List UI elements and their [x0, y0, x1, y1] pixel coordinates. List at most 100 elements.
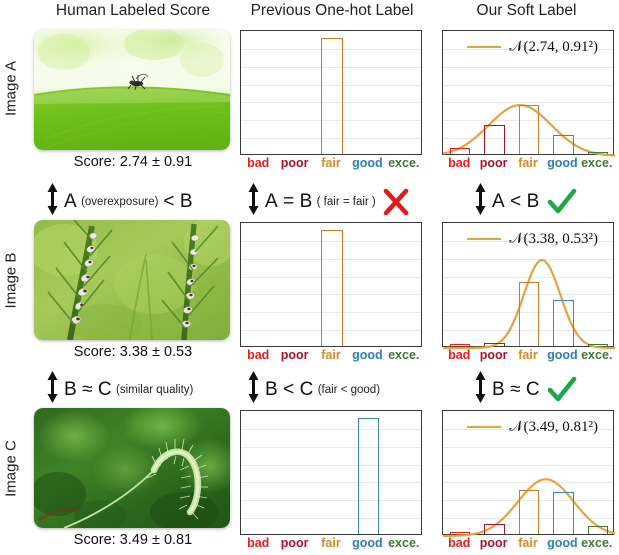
comparison-right-operand: C: [525, 378, 541, 400]
tick-label-bad: bad: [247, 348, 270, 362]
photo-image-c-graphic: [34, 408, 230, 528]
gridline: [443, 446, 613, 448]
tick-label-bad: bad: [448, 536, 471, 550]
gaussian-curve: [442, 478, 616, 538]
bar-good: [357, 418, 380, 534]
gridline: [241, 102, 421, 104]
comparison-note: ( fair = fair ): [316, 195, 376, 208]
bar-fair: [321, 38, 343, 154]
gridline: [443, 428, 613, 430]
bar-exce: [587, 344, 608, 346]
comparison-left-operand: B: [492, 378, 506, 400]
comparison-note: (similar quality): [116, 383, 194, 396]
photo-image-b: [34, 220, 230, 340]
tick-label-exce: exce.: [388, 536, 420, 550]
bar-fair: [321, 230, 343, 346]
gridline: [241, 66, 421, 68]
tick-label-fair: fair: [518, 156, 538, 170]
column-header-our-soft-label: Our Soft Label: [476, 2, 577, 19]
gridline: [241, 428, 421, 430]
comparison-soft-b-c: B ≈ C: [474, 370, 577, 409]
bar-fair: [518, 490, 540, 534]
plot-area: [241, 411, 421, 534]
plot-area: [442, 411, 616, 538]
gridline: [443, 138, 613, 140]
tick-label-good: good: [352, 348, 383, 362]
tick-label-bad: bad: [448, 348, 471, 362]
bar-bad: [450, 344, 471, 346]
comparison-left-operand: A: [492, 190, 506, 212]
tick-label-fair: fair: [321, 156, 341, 170]
score-image-c: Score: 3.49 ± 0.81: [73, 532, 193, 548]
comparison-right-operand: B: [179, 190, 193, 212]
plot-area: [443, 223, 616, 350]
legend: 𝒩(2.74, 0.91²): [467, 38, 598, 56]
bar-good: [553, 134, 574, 154]
gridline: [443, 518, 613, 520]
tick-label-good: good: [547, 156, 578, 170]
gridline: [241, 84, 421, 86]
check-icon: [547, 375, 577, 405]
double-arrow-icon: [46, 182, 59, 221]
comparison-relation: <: [163, 190, 175, 212]
chart-onehot-image-c: [240, 410, 422, 535]
gridline: [443, 294, 613, 296]
column-header-human-labeled-score: Human Labeled Score: [55, 2, 211, 19]
bar-bad: [450, 147, 471, 154]
tick-label-poor: poor: [280, 156, 309, 170]
tick-label-bad: bad: [247, 156, 270, 170]
comparison-human-b-c: B ≈ C (similar quality): [46, 370, 193, 409]
double-arrow-icon: [46, 370, 59, 409]
legend: 𝒩(3.38, 0.53²): [467, 230, 598, 248]
legend-line-swatch: [467, 45, 502, 49]
score-image-a: Score: 2.74 ± 0.91: [73, 154, 193, 170]
tick-label-exce: exce.: [388, 348, 420, 362]
tick-label-fair: fair: [321, 348, 341, 362]
photo-image-a: [34, 30, 230, 150]
row-label-image-a: Image A: [2, 60, 20, 117]
legend-label: 𝒩(3.38, 0.53²): [509, 230, 598, 247]
chart-soft-image-a: 𝒩(2.74, 0.91²): [442, 30, 616, 157]
tick-label-bad: bad: [247, 536, 270, 550]
comparison-human-a-b: A (overexposure) < B: [46, 182, 193, 221]
chart-onehot-image-b: [240, 222, 422, 347]
tick-label-poor: poor: [479, 536, 508, 550]
gridline: [241, 446, 421, 448]
bar-good: [553, 491, 574, 534]
bar-poor: [484, 524, 505, 534]
gaussian-curve: [443, 258, 616, 350]
column-header-previous-one-hot-label: Previous One-hot Label: [250, 2, 414, 19]
comparison-onehot-a-b: A = B ( fair = fair ): [247, 182, 409, 221]
bar-poor: [484, 342, 505, 346]
comparison-note: (overexposure): [81, 195, 159, 208]
tick-label-poor: poor: [280, 348, 309, 362]
double-arrow-icon: [247, 182, 260, 221]
axis-ticks-soft-image-a: bad poor fair good exce.: [442, 156, 614, 170]
gridline: [443, 464, 613, 466]
comparison-onehot-b-c: B < C (fair < good): [247, 370, 380, 409]
double-arrow-icon: [474, 370, 487, 409]
plot-area: [241, 223, 421, 346]
gridline: [241, 518, 421, 520]
chart-soft-image-c: 𝒩(3.49, 0.81²): [442, 410, 616, 538]
bar-bad: [450, 532, 471, 534]
tick-label-good: good: [352, 156, 383, 170]
photo-image-b-graphic: [34, 220, 230, 340]
plot-area: [241, 31, 421, 154]
photo-image-a-graphic: [34, 30, 230, 150]
tick-label-fair: fair: [518, 348, 538, 362]
tick-label-good: good: [352, 536, 383, 550]
comparison-soft-a-b: A < B: [474, 182, 577, 221]
tick-label-bad: bad: [448, 156, 471, 170]
tick-label-good: good: [547, 348, 578, 362]
tick-label-exce: exce.: [581, 348, 613, 362]
gridline: [443, 240, 613, 242]
legend-line-swatch: [467, 425, 502, 429]
bar-fair: [518, 281, 540, 346]
comparison-right-operand: C: [97, 378, 113, 400]
tick-label-exce: exce.: [388, 156, 420, 170]
gridline: [443, 84, 613, 86]
comparison-relation: ≈: [82, 378, 93, 400]
gridline: [443, 258, 613, 260]
gaussian-curve: [442, 103, 616, 157]
